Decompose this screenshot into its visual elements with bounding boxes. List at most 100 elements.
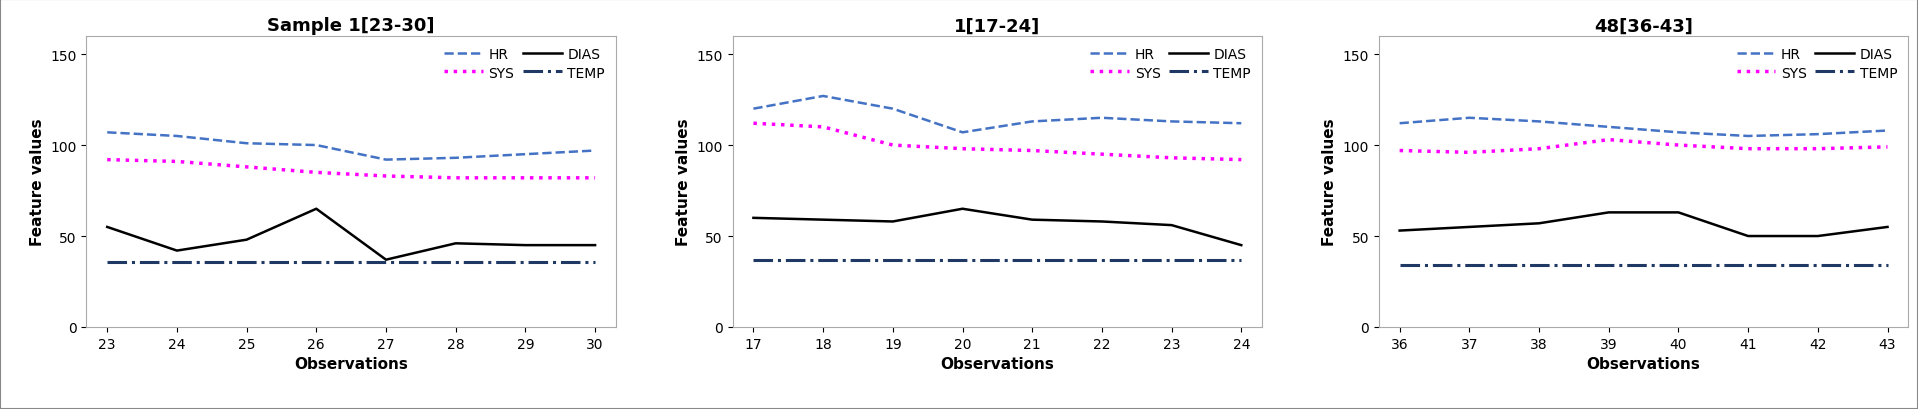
SYS <box>1229 158 1252 163</box>
DIAS <box>374 258 397 263</box>
TEMP <box>1091 258 1114 263</box>
DIAS <box>1736 234 1759 239</box>
SYS <box>445 176 468 181</box>
HR <box>880 107 903 112</box>
HR <box>1458 116 1481 121</box>
SYS <box>1736 147 1759 152</box>
TEMP <box>811 258 834 263</box>
DIAS <box>1667 210 1690 215</box>
SYS <box>1458 151 1481 155</box>
Y-axis label: Feature values: Feature values <box>29 118 44 246</box>
HR <box>236 142 259 146</box>
DIAS <box>742 216 765 221</box>
SYS <box>811 125 834 130</box>
TEMP <box>96 259 119 264</box>
DIAS <box>514 243 537 248</box>
SYS <box>583 176 606 181</box>
SYS <box>1598 138 1621 143</box>
SYS <box>236 165 259 170</box>
HR <box>445 156 468 161</box>
TEMP <box>1736 263 1759 268</box>
Legend: HR, SYS, DIAS, TEMP: HR, SYS, DIAS, TEMP <box>1732 44 1901 85</box>
DIAS <box>1527 221 1550 226</box>
SYS <box>96 158 119 163</box>
TEMP <box>742 258 765 263</box>
TEMP <box>1389 263 1412 268</box>
HR <box>165 134 188 139</box>
TEMP <box>1458 263 1481 268</box>
SYS <box>165 160 188 164</box>
TEMP <box>1667 263 1690 268</box>
Line: SYS: SYS <box>107 160 595 178</box>
TEMP <box>445 259 468 264</box>
HR <box>1598 125 1621 130</box>
Title: 1[17-24]: 1[17-24] <box>955 17 1040 35</box>
TEMP <box>1876 263 1899 268</box>
X-axis label: Observations: Observations <box>1586 356 1701 371</box>
Line: HR: HR <box>754 97 1241 133</box>
TEMP <box>951 258 974 263</box>
HR <box>811 94 834 99</box>
TEMP <box>374 259 397 264</box>
TEMP <box>1527 263 1550 268</box>
DIAS <box>1598 210 1621 215</box>
TEMP <box>514 259 537 264</box>
HR <box>514 152 537 157</box>
DIAS <box>1091 220 1114 225</box>
SYS <box>1876 145 1899 150</box>
X-axis label: Observations: Observations <box>293 356 409 371</box>
DIAS <box>1020 218 1043 222</box>
DIAS <box>1807 234 1830 239</box>
Legend: HR, SYS, DIAS, TEMP: HR, SYS, DIAS, TEMP <box>1086 44 1254 85</box>
DIAS <box>305 207 328 212</box>
DIAS <box>165 249 188 254</box>
TEMP <box>1807 263 1830 268</box>
TEMP <box>1598 263 1621 268</box>
SYS <box>742 121 765 126</box>
Line: SYS: SYS <box>1400 140 1887 153</box>
SYS <box>374 174 397 179</box>
DIAS <box>1229 243 1252 248</box>
HR <box>1807 133 1830 137</box>
TEMP <box>236 259 259 264</box>
SYS <box>1020 149 1043 154</box>
SYS <box>1527 147 1550 152</box>
Y-axis label: Feature values: Feature values <box>1322 118 1337 246</box>
Line: DIAS: DIAS <box>754 209 1241 245</box>
HR <box>1736 134 1759 139</box>
HR <box>305 143 328 148</box>
DIAS <box>1389 229 1412 234</box>
TEMP <box>1229 258 1252 263</box>
HR <box>742 107 765 112</box>
HR <box>1527 120 1550 125</box>
DIAS <box>96 225 119 230</box>
TEMP <box>165 259 188 264</box>
Line: HR: HR <box>1400 119 1887 137</box>
Line: DIAS: DIAS <box>1400 213 1887 236</box>
TEMP <box>1020 258 1043 263</box>
DIAS <box>1876 225 1899 230</box>
TEMP <box>880 258 903 263</box>
TEMP <box>583 259 606 264</box>
Line: DIAS: DIAS <box>107 209 595 260</box>
SYS <box>514 176 537 181</box>
DIAS <box>1458 225 1481 230</box>
DIAS <box>951 207 974 212</box>
HR <box>1389 121 1412 126</box>
SYS <box>1807 147 1830 152</box>
DIAS <box>880 220 903 225</box>
SYS <box>1389 149 1412 154</box>
HR <box>1160 120 1183 125</box>
HR <box>1020 120 1043 125</box>
HR <box>583 149 606 154</box>
HR <box>96 130 119 135</box>
SYS <box>1091 152 1114 157</box>
DIAS <box>445 241 468 246</box>
HR <box>1667 130 1690 135</box>
Line: SYS: SYS <box>754 124 1241 160</box>
DIAS <box>236 238 259 243</box>
Line: HR: HR <box>107 133 595 160</box>
HR <box>1229 121 1252 126</box>
HR <box>374 158 397 163</box>
SYS <box>1667 143 1690 148</box>
